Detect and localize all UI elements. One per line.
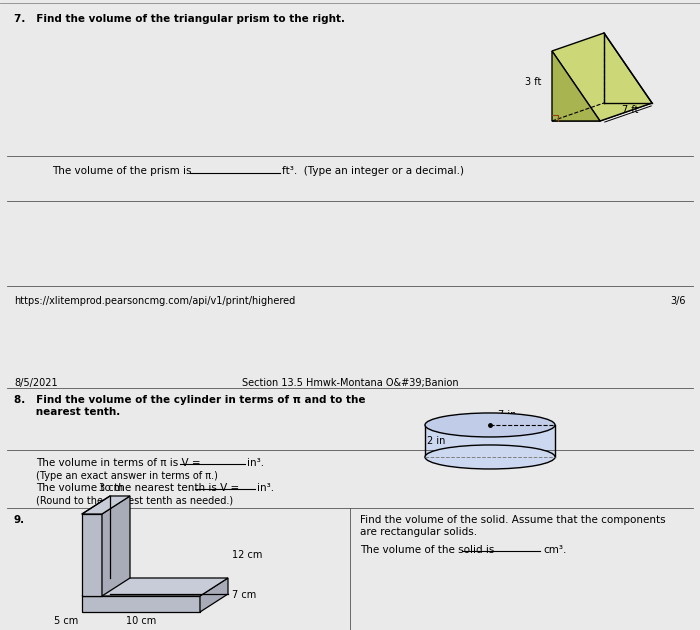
Text: Section 13.5 Hmwk-Montana O&#39;Banion: Section 13.5 Hmwk-Montana O&#39;Banion	[241, 378, 458, 388]
Polygon shape	[552, 33, 652, 121]
Polygon shape	[200, 578, 228, 612]
Text: 3/6: 3/6	[671, 296, 686, 306]
Text: 2 in: 2 in	[427, 436, 445, 446]
Polygon shape	[552, 51, 600, 121]
Text: in³.: in³.	[257, 483, 274, 493]
Text: Find the volume of the solid. Assume that the components: Find the volume of the solid. Assume tha…	[360, 515, 666, 525]
Text: 8/5/2021: 8/5/2021	[14, 378, 57, 388]
Text: 3 cm: 3 cm	[99, 483, 123, 493]
Polygon shape	[82, 596, 200, 612]
Text: (Type an exact answer in terms of π.): (Type an exact answer in terms of π.)	[36, 471, 218, 481]
Text: 5 cm: 5 cm	[54, 616, 78, 626]
Text: 7 cm: 7 cm	[232, 590, 256, 600]
Ellipse shape	[425, 445, 555, 469]
Text: 8.   Find the volume of the cylinder in terms of π and to the: 8. Find the volume of the cylinder in te…	[14, 395, 365, 405]
Text: 9.: 9.	[14, 515, 25, 525]
Text: The volume of the solid is: The volume of the solid is	[360, 545, 494, 555]
Text: 7 ft: 7 ft	[622, 105, 638, 115]
Text: (Round to the nearest tenth as needed.): (Round to the nearest tenth as needed.)	[36, 496, 233, 506]
Text: 3 ft: 3 ft	[525, 77, 541, 87]
Polygon shape	[82, 496, 130, 514]
Text: The volume of the prism is: The volume of the prism is	[52, 166, 192, 176]
Text: https://xlitemprod.pearsoncmg.com/api/v1/print/highered: https://xlitemprod.pearsoncmg.com/api/v1…	[14, 296, 295, 306]
Polygon shape	[82, 514, 102, 596]
Text: 10 cm: 10 cm	[126, 616, 156, 626]
Text: The volume in terms of π is V =: The volume in terms of π is V =	[36, 458, 201, 468]
Polygon shape	[552, 103, 652, 121]
Bar	[425, 425, 555, 457]
Text: nearest tenth.: nearest tenth.	[14, 407, 120, 417]
Polygon shape	[102, 496, 130, 596]
Text: The volume to the nearest tenth is V =: The volume to the nearest tenth is V =	[36, 483, 239, 493]
Text: cm³.: cm³.	[543, 545, 566, 555]
Text: ft³.  (Type an integer or a decimal.): ft³. (Type an integer or a decimal.)	[282, 166, 464, 176]
Text: 7 in: 7 in	[498, 410, 517, 420]
Text: are rectangular solids.: are rectangular solids.	[360, 527, 477, 537]
Text: 12 cm: 12 cm	[232, 550, 262, 560]
Ellipse shape	[425, 413, 555, 437]
Text: in³.: in³.	[247, 458, 264, 468]
Text: 7.   Find the volume of the triangular prism to the right.: 7. Find the volume of the triangular pri…	[14, 14, 345, 24]
Polygon shape	[82, 578, 228, 596]
